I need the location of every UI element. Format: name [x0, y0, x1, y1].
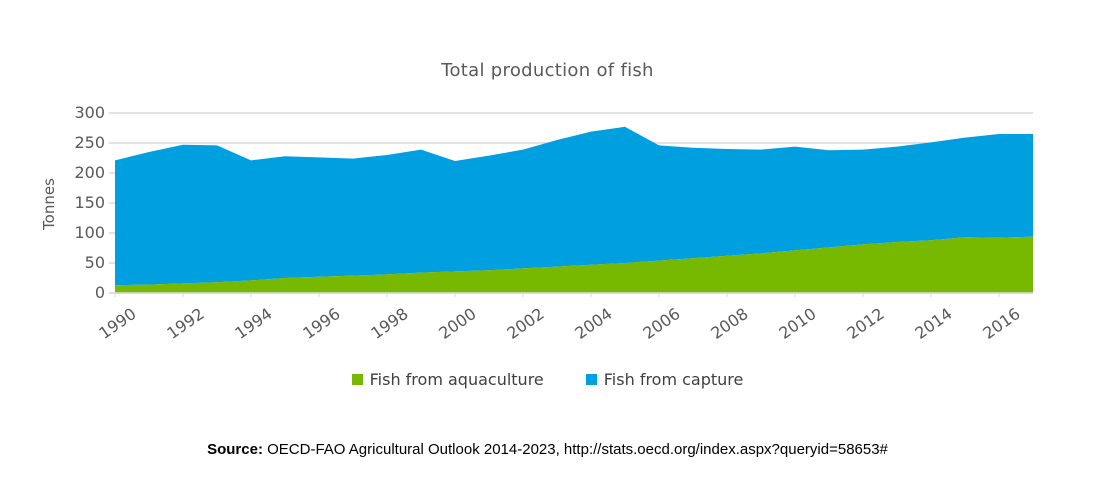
y-tick-label: 50 — [84, 253, 105, 272]
chart-legend: Fish from aquaculture Fish from capture — [0, 370, 1095, 389]
legend-item-aquaculture: Fish from aquaculture — [351, 370, 544, 389]
source-line: Source: OECD-FAO Agricultural Outlook 20… — [0, 441, 1095, 458]
legend-label: Fish from aquaculture — [369, 370, 544, 389]
y-tick-label: 150 — [74, 193, 105, 212]
y-tick-label: 100 — [74, 223, 105, 242]
aquaculture-area — [115, 236, 1033, 293]
capture-area — [115, 126, 1033, 286]
legend-label: Fish from capture — [603, 370, 744, 389]
y-tick-label: 250 — [74, 133, 105, 152]
legend-item-capture: Fish from capture — [585, 370, 744, 389]
chart-title: Total production of fish — [441, 60, 654, 81]
y-axis-title: Tonnes — [40, 178, 58, 230]
y-tick-label: 0 — [94, 283, 105, 302]
source-text: OECD-FAO Agricultural Outlook 2014-2023,… — [262, 441, 888, 458]
y-tick-label: 200 — [74, 163, 105, 182]
y-tick-label: 300 — [74, 103, 105, 122]
source-prefix: Source: — [207, 441, 263, 458]
legend-swatch-icon — [351, 374, 363, 385]
legend-swatch-icon — [585, 374, 597, 385]
